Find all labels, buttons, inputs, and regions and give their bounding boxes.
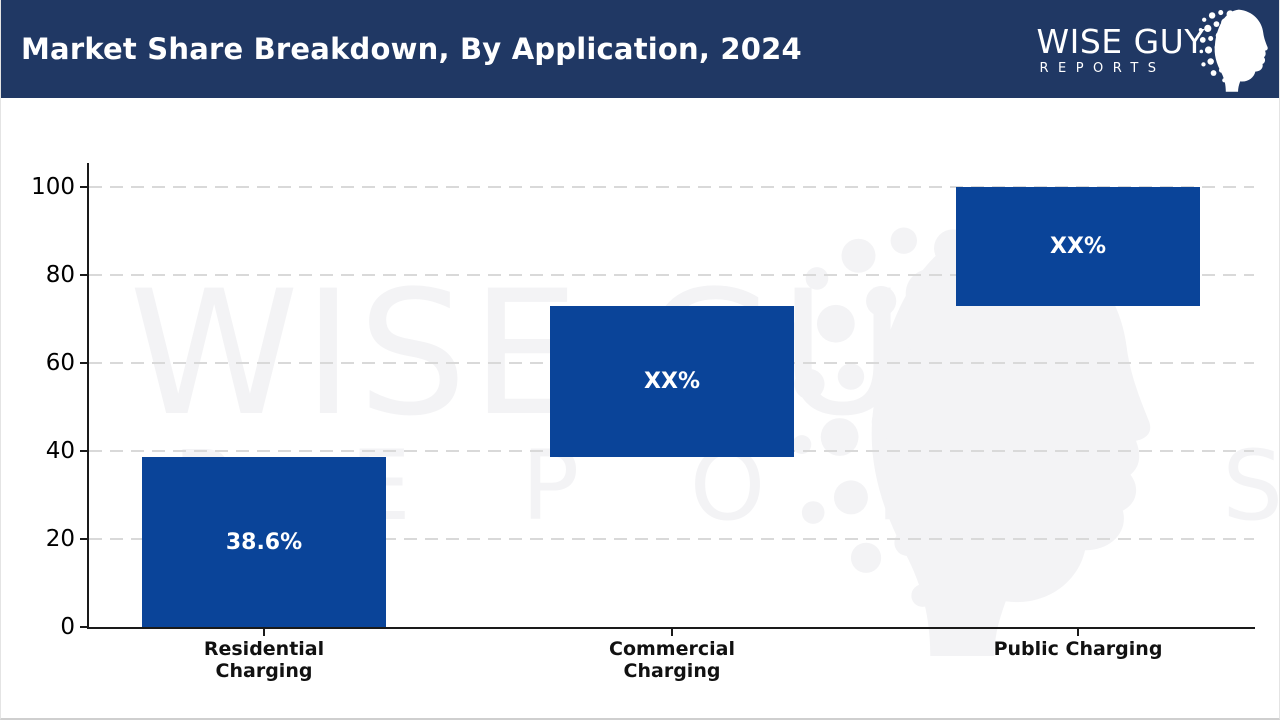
y-tick-100	[80, 186, 88, 188]
x-tick-commercial-charging	[671, 627, 673, 636]
logo-subtext: REPORTS	[1039, 61, 1166, 76]
bar-public-charging: XX%	[956, 187, 1200, 306]
header: Market Share Breakdown, By Application, …	[1, 0, 1279, 98]
bar-residential-charging: 38.6%	[142, 457, 386, 627]
gridline-80	[89, 274, 1254, 276]
logo-text: WISE GUY REPORTS	[1036, 22, 1205, 77]
y-tick-60	[80, 362, 88, 364]
bar-value-label: 38.6%	[225, 529, 303, 555]
category-label-commercial-charging: Commercial Charging	[609, 638, 735, 682]
gridline-20	[89, 538, 1254, 540]
category-label-residential-charging: Residential Charging	[203, 638, 325, 682]
gridline-100	[89, 186, 1254, 188]
y-tick-20	[80, 538, 88, 540]
x-tick-public-charging	[1077, 627, 1079, 636]
y-tick-40	[80, 450, 88, 452]
logo-head-icon	[1198, 9, 1268, 92]
logo-wordmark: WISE GUY	[1036, 22, 1205, 61]
y-axis-line	[87, 163, 89, 629]
bar-value-label: XX%	[644, 368, 700, 394]
y-tick-0	[80, 626, 88, 628]
y-tick-label-20: 20	[45, 526, 75, 552]
y-tick-80	[80, 274, 88, 276]
y-tick-label-40: 40	[45, 438, 75, 464]
x-tick-residential-charging	[263, 627, 265, 636]
wiseguy-logo: WISE GUY REPORTS	[1036, 6, 1269, 94]
category-label-public-charging: Public Charging	[993, 638, 1163, 660]
bar-value-label: XX%	[1050, 233, 1106, 259]
chart-title: Market Share Breakdown, By Application, …	[21, 32, 802, 66]
y-tick-label-100: 100	[31, 174, 75, 200]
y-tick-label-80: 80	[45, 262, 75, 288]
y-tick-label-60: 60	[45, 350, 75, 376]
bar-commercial-charging: XX%	[550, 305, 794, 458]
y-tick-label-0: 0	[60, 614, 75, 640]
